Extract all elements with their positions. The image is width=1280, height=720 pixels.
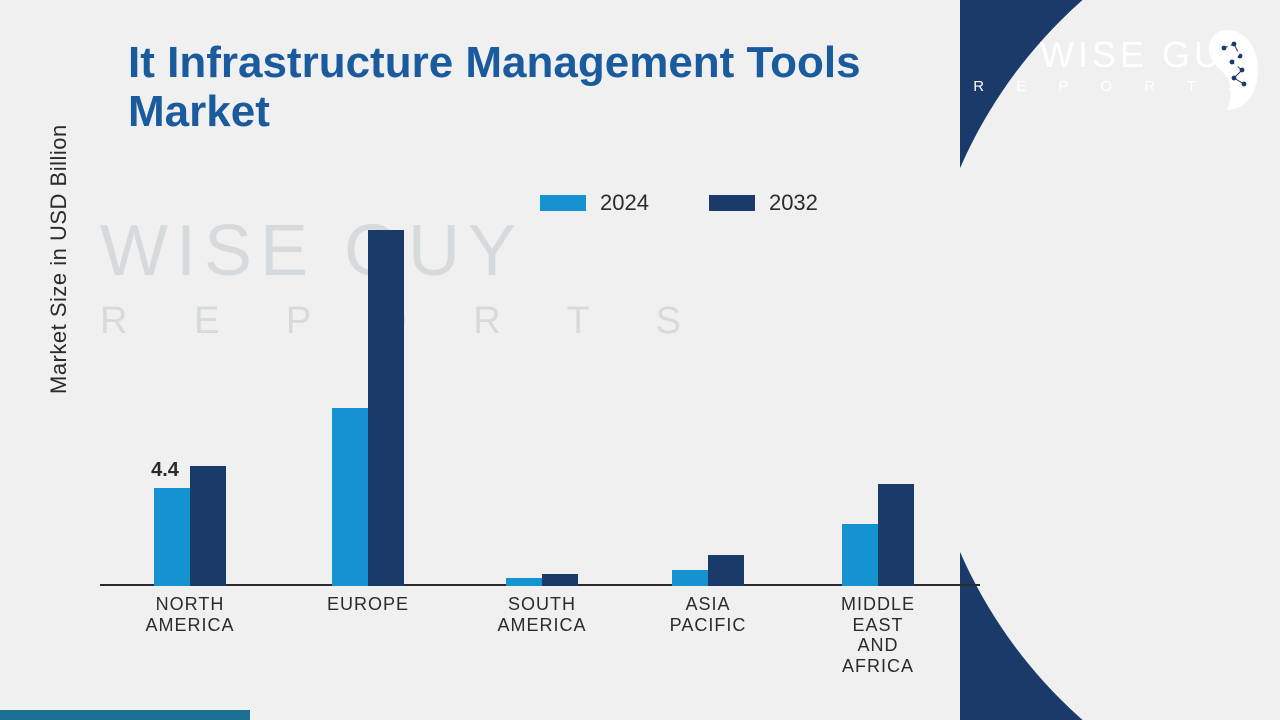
footer-accent-bar: [0, 710, 250, 720]
brand-line1: WISE GUY: [973, 34, 1252, 76]
legend-swatch-2024: [540, 195, 586, 211]
bar-2032: [368, 230, 404, 586]
brand-line2: R E P O R T S: [973, 78, 1252, 95]
brand-logo-text: WISE GUY R E P O R T S: [973, 34, 1252, 95]
bar-2032: [542, 574, 578, 586]
bar-2032: [190, 466, 226, 586]
x-axis-category-label: MIDDLEEASTANDAFRICA: [798, 594, 958, 677]
chart-canvas: WISE GUY R E P O R T S It Infrastructure…: [0, 0, 1280, 720]
bar-2032: [708, 555, 744, 586]
legend-item-2024: 2024: [540, 190, 649, 216]
bar-2032: [878, 484, 914, 586]
chart-title: It Infrastructure Management Tools Marke…: [128, 38, 888, 137]
legend-label-2024: 2024: [600, 190, 649, 216]
bar-2024: [506, 578, 542, 586]
chart-plot-area: 4.4: [100, 230, 980, 586]
legend-swatch-2032: [709, 195, 755, 211]
bar-2024: [154, 488, 190, 586]
bar-data-label: 4.4: [140, 459, 190, 482]
x-axis-category-label: ASIAPACIFIC: [628, 594, 788, 635]
bar-2024: [842, 524, 878, 586]
bar-2024: [672, 570, 708, 586]
bar-2024: [332, 408, 368, 586]
x-axis-category-label: EUROPE: [288, 594, 448, 615]
x-axis-category-label: SOUTHAMERICA: [462, 594, 622, 635]
chart-legend: 2024 2032: [540, 190, 818, 216]
y-axis-label: Market Size in USD Billion: [46, 124, 72, 394]
legend-item-2032: 2032: [709, 190, 818, 216]
x-axis-category-label: NORTHAMERICA: [110, 594, 270, 635]
legend-label-2032: 2032: [769, 190, 818, 216]
